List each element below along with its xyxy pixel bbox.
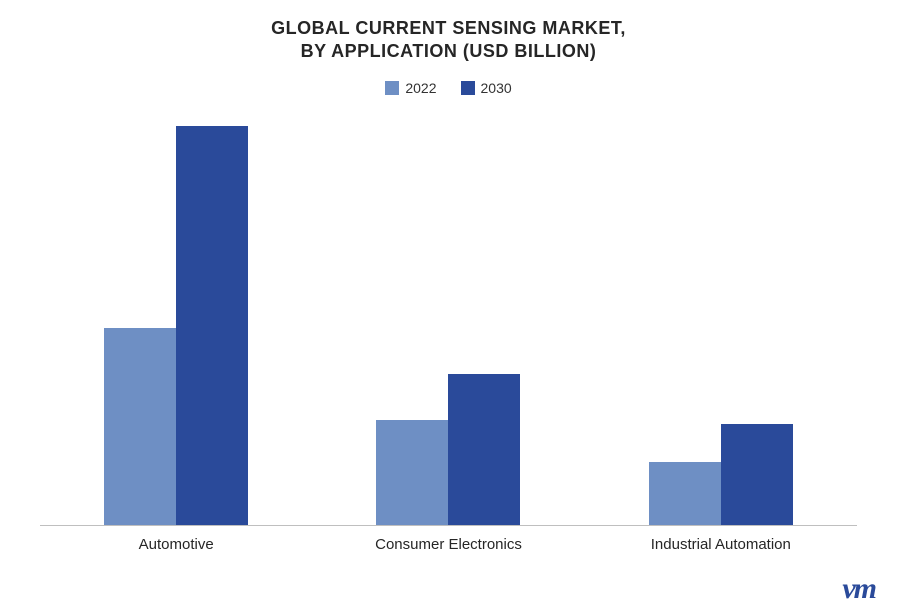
chart-title-line2: BY APPLICATION (USD BILLION) (40, 41, 857, 62)
bar-consumer-electronics-2030 (448, 374, 520, 525)
group-industrial-automation (621, 424, 821, 525)
legend-swatch-2022 (385, 81, 399, 95)
bar-industrial-automation-2022 (649, 462, 721, 525)
chart-title-line1: GLOBAL CURRENT SENSING MARKET, (40, 18, 857, 39)
x-label-consumer-electronics: Consumer Electronics (348, 536, 548, 553)
x-axis-labels: Automotive Consumer Electronics Industri… (40, 536, 857, 553)
legend-swatch-2030 (461, 81, 475, 95)
chart-plot-area (40, 106, 857, 526)
legend: 2022 2030 (40, 80, 857, 96)
legend-label-2022: 2022 (405, 80, 436, 96)
group-consumer-electronics (348, 374, 548, 525)
bar-automotive-2022 (104, 328, 176, 525)
bar-automotive-2030 (176, 126, 248, 525)
x-label-automotive: Automotive (76, 536, 276, 553)
legend-item-2030: 2030 (461, 80, 512, 96)
bar-industrial-automation-2030 (721, 424, 793, 525)
legend-item-2022: 2022 (385, 80, 436, 96)
bar-groups (40, 106, 857, 525)
group-automotive (76, 126, 276, 525)
x-label-industrial-automation: Industrial Automation (621, 536, 821, 553)
legend-label-2030: 2030 (481, 80, 512, 96)
watermark-logo: vm (842, 572, 875, 606)
bar-consumer-electronics-2022 (376, 420, 448, 525)
